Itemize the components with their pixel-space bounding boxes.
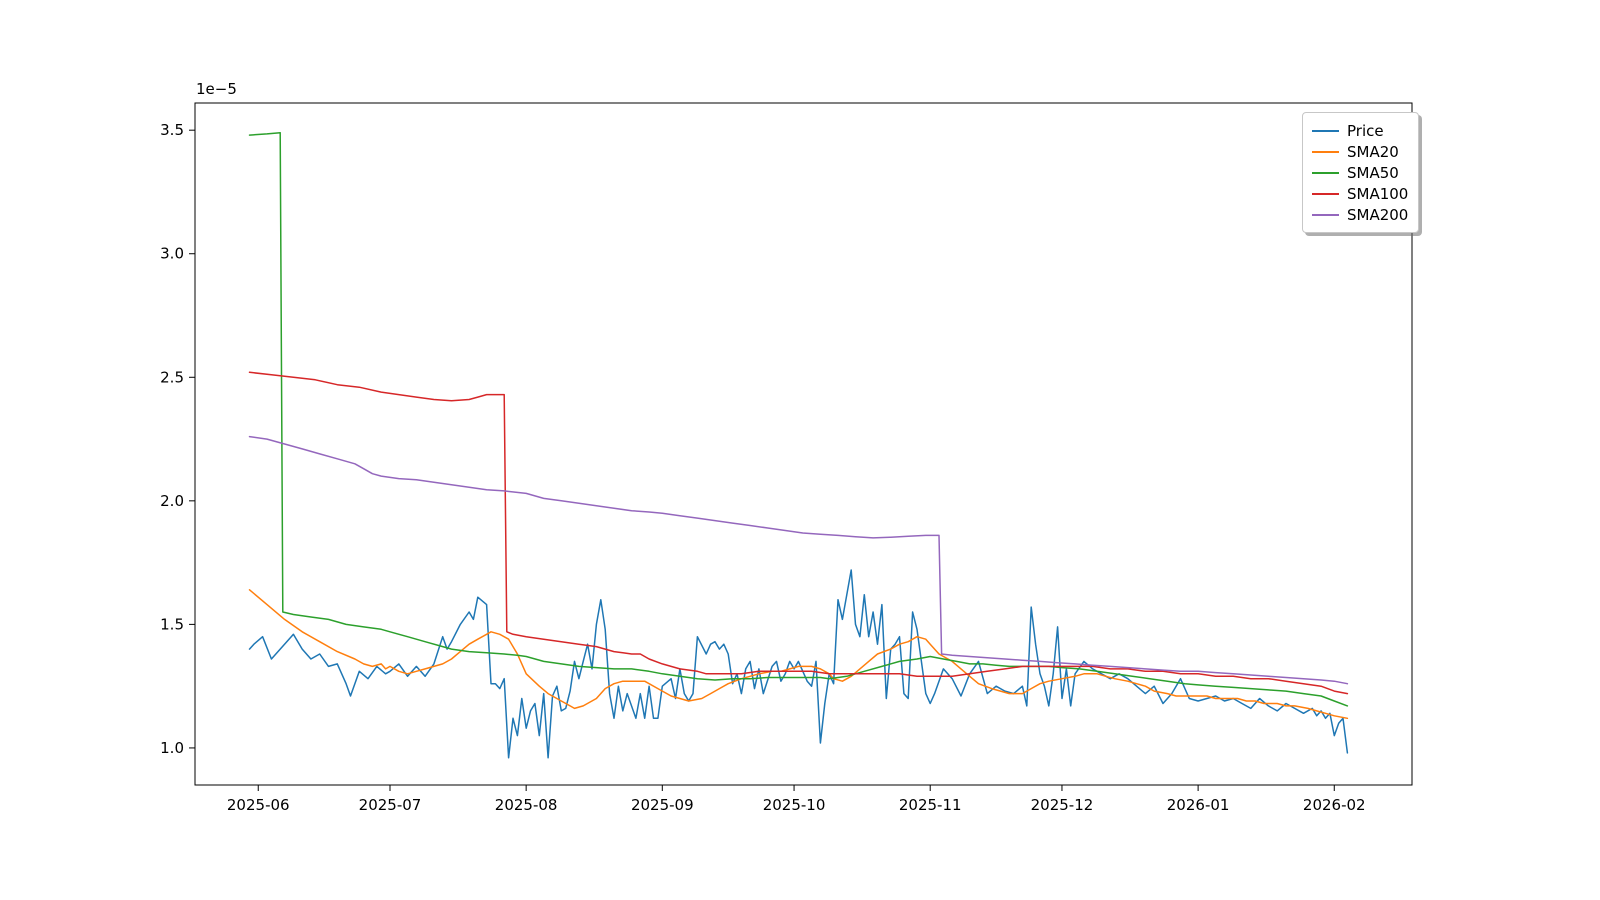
legend-item-sma100: SMA100 bbox=[1312, 183, 1408, 204]
y-tick-label: 2.0 bbox=[160, 492, 184, 510]
x-tick-label: 2025-09 bbox=[631, 796, 694, 814]
legend-item-price: Price bbox=[1312, 120, 1408, 141]
legend-label: Price bbox=[1347, 121, 1384, 140]
legend-swatch-sma200 bbox=[1312, 213, 1339, 216]
y-tick-label: 1.0 bbox=[160, 739, 184, 757]
y-tick-label: 3.0 bbox=[160, 245, 184, 263]
legend-item-sma20: SMA20 bbox=[1312, 141, 1408, 162]
legend-label: SMA200 bbox=[1347, 205, 1409, 224]
y-tick-label: 3.5 bbox=[160, 121, 184, 139]
y-axis-offset-label: 1e−5 bbox=[196, 80, 237, 98]
legend-swatch-sma20 bbox=[1312, 150, 1339, 153]
series-line-sma100 bbox=[248, 371, 1349, 695]
x-tick-label: 2025-10 bbox=[763, 796, 826, 814]
series-line-sma20 bbox=[248, 589, 1349, 720]
series-line-sma50 bbox=[248, 131, 1349, 707]
axes-spines bbox=[194, 102, 1413, 786]
x-tick-label: 2025-07 bbox=[359, 796, 422, 814]
legend-swatch-price bbox=[1312, 129, 1339, 132]
legend-item-sma200: SMA200 bbox=[1312, 204, 1408, 225]
x-tick-label: 2026-02 bbox=[1303, 796, 1366, 814]
y-tick-label: 1.5 bbox=[160, 615, 184, 633]
legend-label: SMA100 bbox=[1347, 184, 1409, 203]
legend-swatch-sma100 bbox=[1312, 192, 1339, 195]
series-line-price bbox=[248, 569, 1349, 759]
y-tick-label: 2.5 bbox=[160, 368, 184, 386]
legend-label: SMA20 bbox=[1347, 142, 1399, 161]
x-tick-label: 2026-01 bbox=[1167, 796, 1230, 814]
x-tick-label: 2025-06 bbox=[227, 796, 290, 814]
legend: Price SMA20 SMA50 SMA100 SMA200 bbox=[1302, 112, 1420, 233]
x-tick-label: 2025-08 bbox=[495, 796, 558, 814]
x-tick-label: 2025-11 bbox=[899, 796, 962, 814]
legend-swatch-sma50 bbox=[1312, 171, 1339, 174]
x-tick-label: 2025-12 bbox=[1031, 796, 1094, 814]
legend-label: SMA50 bbox=[1347, 163, 1399, 182]
series-line-sma200 bbox=[248, 435, 1349, 685]
legend-item-sma50: SMA50 bbox=[1312, 162, 1408, 183]
